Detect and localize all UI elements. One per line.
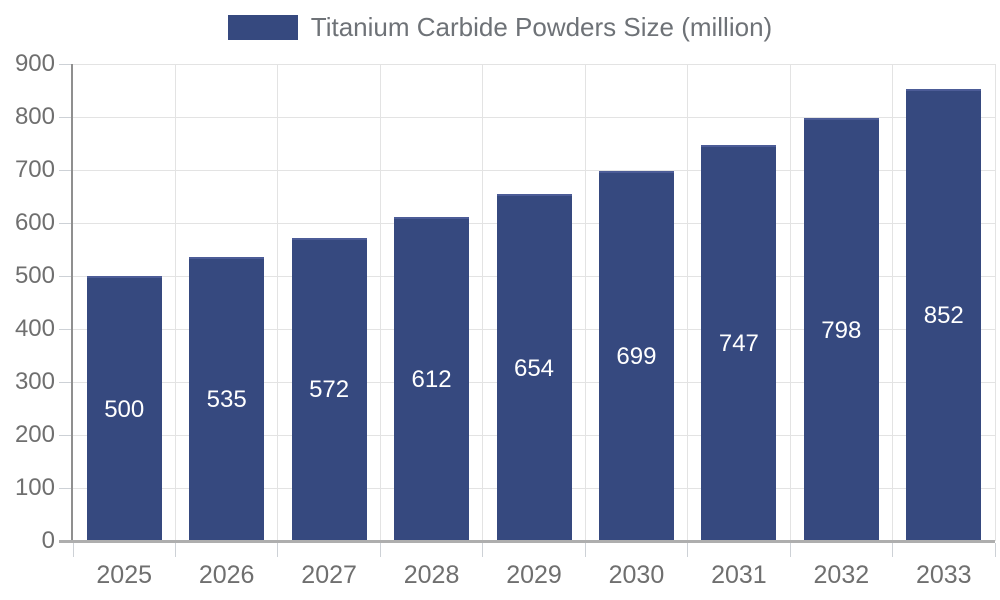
x-gridline bbox=[892, 64, 894, 541]
bar-value-label: 572 bbox=[309, 376, 350, 404]
bar-value-label: 612 bbox=[411, 365, 452, 393]
bar[interactable]: 852 bbox=[906, 89, 982, 541]
x-gridline bbox=[789, 64, 791, 541]
y-axis-tick bbox=[59, 434, 73, 436]
x-axis-label: 2033 bbox=[915, 561, 972, 589]
bar[interactable]: 572 bbox=[291, 237, 367, 541]
y-axis-label: 200 bbox=[14, 421, 55, 448]
x-axis-label: 2025 bbox=[96, 561, 153, 589]
y-axis-tick bbox=[59, 381, 73, 383]
y-axis-line bbox=[71, 64, 73, 541]
y-axis-tick bbox=[59, 222, 73, 224]
x-gridline bbox=[687, 64, 689, 541]
x-gridline bbox=[584, 64, 586, 541]
x-axis-label: 2027 bbox=[301, 561, 357, 589]
x-axis-label: 2029 bbox=[506, 561, 562, 589]
x-gridline bbox=[482, 64, 484, 541]
bar-value-label: 535 bbox=[206, 386, 247, 414]
y-gridline bbox=[73, 169, 995, 171]
x-axis-tick bbox=[72, 543, 74, 557]
bar[interactable]: 612 bbox=[394, 216, 470, 541]
x-axis-tick bbox=[584, 543, 586, 557]
bar-value-label: 798 bbox=[821, 316, 862, 344]
x-gridline bbox=[277, 64, 279, 541]
x-axis-label: 2032 bbox=[813, 561, 870, 589]
x-axis-label: 2028 bbox=[403, 561, 460, 589]
bar-value-label: 500 bbox=[104, 395, 145, 423]
y-axis-label: 500 bbox=[14, 262, 55, 289]
y-axis-label: 600 bbox=[14, 209, 55, 236]
y-axis-tick bbox=[59, 116, 73, 118]
bar-value-label: 654 bbox=[513, 354, 555, 382]
y-axis-label: 300 bbox=[14, 368, 55, 395]
x-axis-tick bbox=[687, 543, 689, 557]
x-axis-tick bbox=[482, 543, 484, 557]
y-axis-tick bbox=[59, 328, 73, 330]
bar-value-label: 747 bbox=[718, 330, 759, 358]
y-gridline bbox=[73, 63, 995, 65]
bar[interactable]: 654 bbox=[496, 194, 572, 541]
y-axis-label: 700 bbox=[14, 156, 55, 183]
y-axis-label: 0 bbox=[41, 527, 55, 554]
y-axis-tick bbox=[59, 63, 73, 65]
bar-value-label: 699 bbox=[616, 342, 657, 370]
x-axis-label: 2030 bbox=[608, 561, 665, 589]
bar[interactable]: 500 bbox=[86, 276, 162, 541]
x-axis-label: 2031 bbox=[711, 561, 767, 589]
bar[interactable]: 747 bbox=[701, 145, 777, 541]
y-axis-tick bbox=[59, 487, 73, 489]
bar[interactable]: 535 bbox=[189, 257, 265, 541]
x-gridline bbox=[379, 64, 381, 541]
x-axis-tick bbox=[277, 543, 279, 557]
x-axis-line bbox=[59, 540, 995, 543]
bar[interactable]: 798 bbox=[803, 118, 879, 541]
x-axis-tick bbox=[994, 543, 996, 557]
x-axis-tick bbox=[892, 543, 894, 557]
x-axis-tick bbox=[789, 543, 791, 557]
y-axis-tick bbox=[59, 275, 73, 277]
y-axis-label: 100 bbox=[14, 474, 55, 501]
y-gridline bbox=[73, 116, 995, 118]
x-axis-tick bbox=[174, 543, 176, 557]
legend-swatch bbox=[227, 14, 298, 40]
bar[interactable]: 699 bbox=[598, 170, 674, 541]
x-axis-tick bbox=[379, 543, 381, 557]
y-axis-label: 400 bbox=[14, 315, 55, 342]
y-axis-label: 800 bbox=[14, 103, 55, 130]
bar-value-label: 852 bbox=[923, 302, 964, 330]
legend[interactable]: Titanium Carbide Powders Size (million) bbox=[0, 14, 1000, 40]
x-gridline bbox=[174, 64, 176, 541]
x-gridline bbox=[994, 64, 996, 541]
y-axis-tick bbox=[59, 169, 73, 171]
x-axis-label: 2026 bbox=[198, 561, 255, 589]
y-axis-label: 900 bbox=[14, 50, 55, 77]
legend-label: Titanium Carbide Powders Size (million) bbox=[310, 12, 773, 42]
